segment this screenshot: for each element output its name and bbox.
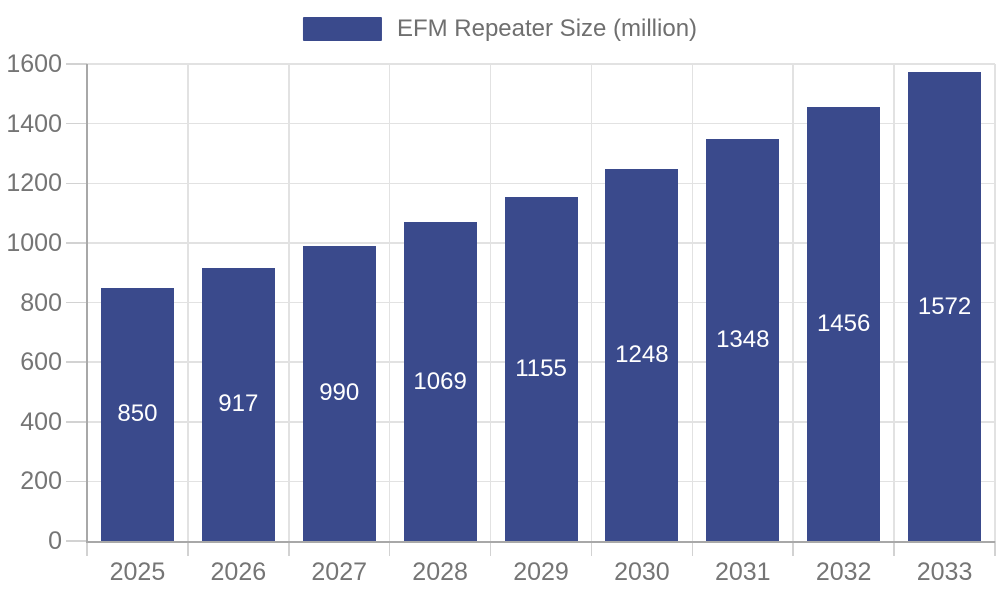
y-axis-label: 1200 [6, 169, 62, 198]
bar-value-label: 1069 [413, 367, 467, 395]
y-axis-tick [66, 540, 87, 542]
x-axis-label: 2027 [311, 558, 368, 586]
bar-value-label: 1572 [917, 292, 972, 320]
bar-value-label: 990 [319, 379, 360, 407]
x-axis-label: 2029 [513, 558, 569, 586]
x-gridline [792, 64, 794, 541]
x-axis-tick [388, 541, 391, 556]
y-axis-label: 400 [20, 407, 62, 436]
y-gridline [87, 63, 995, 65]
legend-swatch-icon [302, 17, 382, 41]
bar-2029 [504, 196, 578, 541]
x-gridline [893, 64, 895, 541]
bar-value-label: 917 [218, 390, 259, 418]
y-axis-tick [66, 421, 87, 423]
x-axis-tick [489, 541, 492, 556]
bar-2033 [908, 72, 982, 541]
bar-value-label: 1248 [615, 340, 669, 368]
x-axis-tick [792, 541, 794, 556]
y-axis-tick [66, 182, 87, 184]
x-axis-tick [86, 541, 88, 556]
x-gridline [691, 64, 694, 541]
y-axis-tick [66, 242, 87, 244]
legend-label: EFM Repeater Size (million) [396, 15, 698, 42]
x-axis-tick [994, 541, 996, 556]
x-gridline [489, 64, 492, 541]
x-axis-tick [893, 541, 895, 556]
y-axis-tick [66, 480, 87, 483]
bar-2032 [807, 106, 881, 541]
bar-2026 [201, 267, 275, 541]
x-axis-tick [288, 541, 290, 556]
y-axis-label: 1000 [6, 228, 62, 257]
x-gridline [288, 64, 290, 541]
x-axis-label: 2026 [210, 558, 267, 586]
x-axis-label: 2031 [714, 558, 771, 586]
x-axis-tick [691, 541, 694, 556]
bar-value-label: 1456 [816, 309, 871, 337]
x-axis-label: 2030 [614, 558, 670, 586]
bar-value-label: 1155 [515, 354, 567, 382]
y-axis-label: 1400 [6, 109, 62, 138]
x-axis-label: 2025 [109, 558, 166, 586]
x-axis-tick [187, 541, 189, 556]
bar-2031 [706, 139, 780, 541]
bar-value-label: 1348 [716, 326, 770, 354]
x-axis-label: 2033 [916, 558, 973, 586]
x-axis-tick [590, 541, 593, 556]
y-axis-line [86, 64, 88, 541]
x-gridline [590, 64, 593, 541]
y-axis-label: 0 [48, 527, 62, 555]
x-gridline [187, 64, 189, 541]
legend[interactable]: EFM Repeater Size (million) [302, 15, 698, 43]
bar-2027 [302, 245, 376, 541]
x-gridline [388, 64, 391, 541]
y-axis-label: 600 [20, 348, 62, 377]
y-axis-tick [66, 361, 87, 363]
bar-2025 [100, 287, 174, 541]
y-axis-tick [66, 63, 87, 65]
x-axis-line [86, 541, 995, 543]
y-gridline [87, 182, 995, 184]
bar-2028 [403, 222, 477, 541]
bar-2030 [605, 168, 679, 541]
x-axis-label: 2028 [412, 558, 468, 586]
y-axis-label: 200 [20, 467, 62, 496]
x-gridline [994, 64, 996, 541]
y-gridline [87, 122, 995, 125]
x-axis-label: 2032 [815, 558, 872, 586]
bar-value-label: 850 [117, 400, 158, 428]
y-axis-label: 1600 [6, 50, 62, 78]
y-axis-tick [66, 122, 87, 125]
y-axis-tick [66, 301, 87, 304]
y-axis-label: 800 [20, 288, 62, 317]
